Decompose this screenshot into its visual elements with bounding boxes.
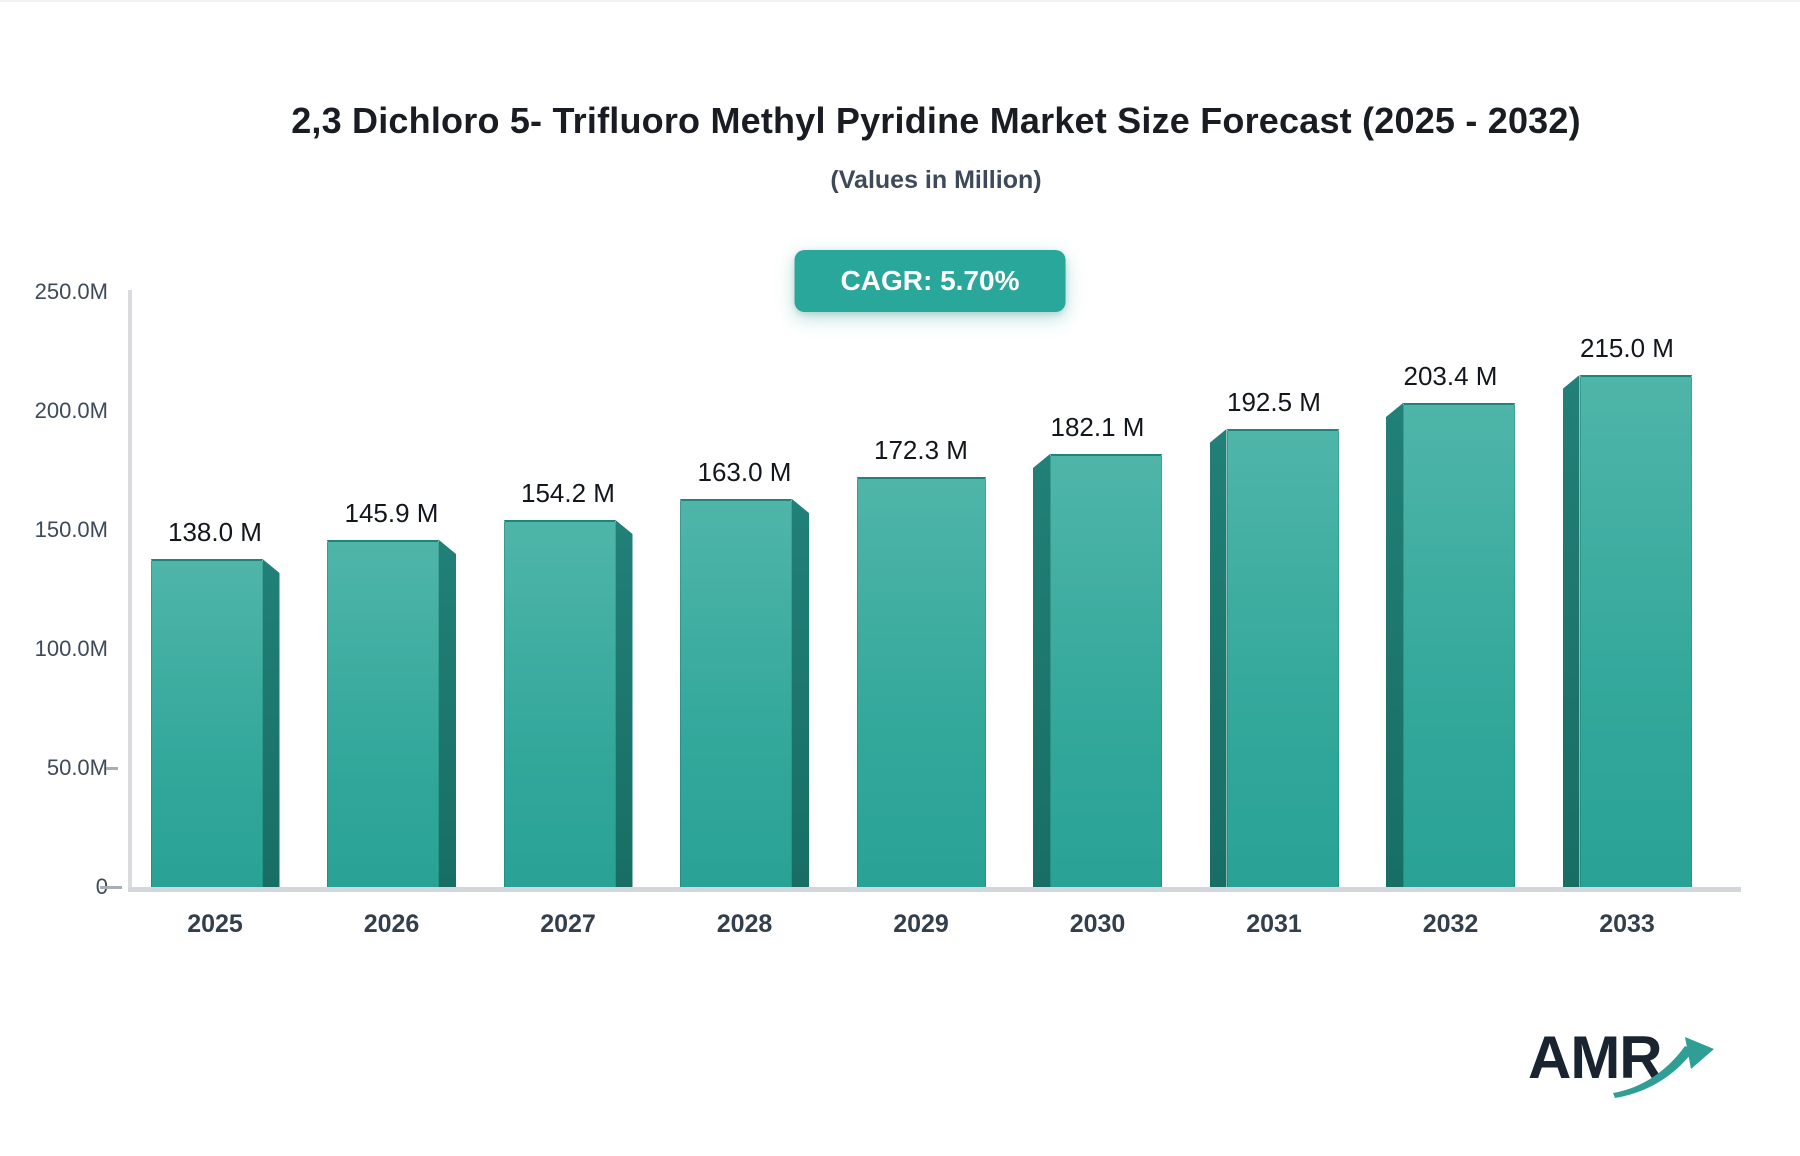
x-axis-label-2032: 2032 [1422,910,1479,938]
bar-front-face[interactable] [327,540,439,887]
bar-2027 [503,520,633,887]
x-axis-label-2026: 2026 [363,910,420,938]
y-axis-tick-label: 150.0M [34,517,108,542]
bar-side-face [1033,454,1050,887]
bar-side-face [1209,429,1227,887]
bar-value-label: 192.5 M [1227,387,1321,417]
y-axis-tick-label: 0 [8,873,108,901]
chart-title: 2,3 Dichloro 5- Trifluoro Methyl Pyridin… [291,100,1581,141]
bar-value-label: 138.0 M [168,517,262,547]
bar-2028 [680,499,809,887]
bar-value-label: 172.3 M [874,435,968,465]
y-axis-tick-mark [106,767,118,770]
x-axis-label-2025: 2025 [187,910,243,938]
bar-2026 [327,540,456,887]
y-axis-line [128,290,132,890]
bar-value-label: 182.1 M [1050,412,1145,442]
bar-front-face[interactable] [1050,454,1162,887]
bar-side-face [262,559,280,887]
x-axis-label-2033: 2033 [1599,910,1655,938]
bar-value-label: 203.4 M [1403,361,1498,391]
amr-logo-text: AMR [1528,1024,1663,1091]
y-axis-tick-label: 200.0M [34,398,108,423]
y-axis-tick-mark [100,886,122,889]
bar-front-face[interactable] [1579,375,1692,887]
bar-2032 [1386,403,1515,887]
bar-2030 [1033,454,1162,887]
bar-front-face[interactable] [503,520,616,887]
x-axis-label-2030: 2030 [1069,910,1126,938]
x-axis-label-2029: 2029 [893,910,949,938]
bar-front-face[interactable] [856,477,986,887]
bar-value-label: 154.2 M [521,478,615,508]
bar-front-face[interactable] [1226,429,1339,887]
bar-2025 [150,559,280,887]
bar-side-face [439,540,456,887]
growth-arrow-icon [1613,1037,1714,1098]
x-axis-label-2031: 2031 [1246,910,1302,938]
bar-value-label: 145.9 M [344,498,439,528]
amr-logo: AMR [1528,1028,1718,1118]
bar-2029 [856,477,986,887]
bar-front-face[interactable] [680,499,792,887]
bar-front-face[interactable] [150,559,263,887]
y-axis-tick-label: 50.0M [46,755,108,780]
bar-side-face [615,520,633,887]
bar-side-face [1562,375,1580,887]
bar-value-label: 163.0 M [697,457,792,487]
x-axis-line [128,887,1741,892]
y-axis-tick-label: 250.0M [34,279,108,304]
bar-2033 [1562,375,1692,887]
bar-value-label: 215.0 M [1580,333,1674,363]
bar-front-face[interactable] [1403,403,1515,887]
chart-subtitle: (Values in Million) [830,166,1042,194]
bar-2031 [1209,429,1339,887]
cagr-badge: CAGR: 5.70% [794,250,1066,312]
bar-side-face [792,499,809,887]
bar-side-face [1386,403,1403,887]
x-axis-label-2027: 2027 [540,910,596,938]
x-axis-label-2028: 2028 [716,910,773,938]
y-axis-tick-label: 100.0M [34,636,108,661]
